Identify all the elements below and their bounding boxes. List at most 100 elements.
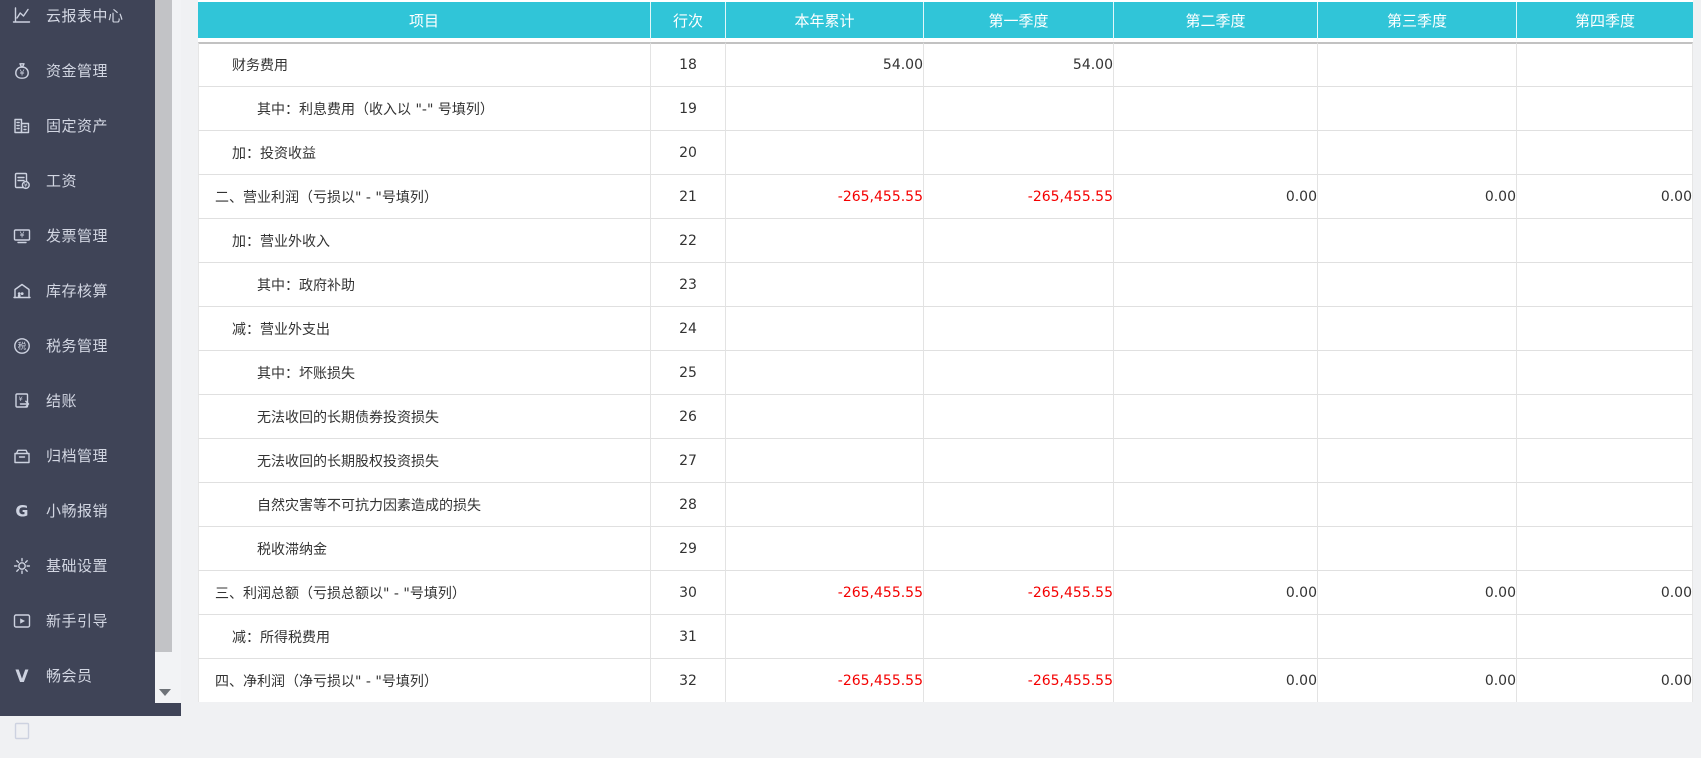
- table-row: 无法收回的长期股权投资损失 27: [198, 438, 1693, 482]
- sidebar-item-settings[interactable]: 基础设置: [0, 538, 155, 593]
- sidebar-item-invoices[interactable]: ¥ 发票管理: [0, 208, 155, 263]
- sidebar-item-funds[interactable]: ¥ 资金管理: [0, 43, 155, 98]
- cell-ytd: -265,455.55: [725, 570, 923, 614]
- row-item-label: 其中：政府补助: [198, 262, 650, 306]
- sidebar-item-fixed-assets[interactable]: 固定资产: [0, 98, 155, 153]
- row-line-no: 31: [650, 614, 725, 658]
- sidebar-item-membership[interactable]: V 畅会员: [0, 648, 155, 703]
- cell-q2: [1113, 394, 1317, 438]
- row-item-label: 其中：坏账损失: [198, 350, 650, 394]
- video-play-icon: [11, 610, 33, 632]
- cell-q2: [1113, 614, 1317, 658]
- sidebar-item-label: 小畅报销: [46, 502, 109, 520]
- cell-q1: [923, 350, 1113, 394]
- cell-q4: [1516, 218, 1693, 262]
- sidebar-item-inventory[interactable]: 库存核算: [0, 263, 155, 318]
- cell-q2: 0.00: [1113, 174, 1317, 218]
- row-line-no: 19: [650, 86, 725, 130]
- cell-q3: [1317, 526, 1516, 570]
- cell-ytd: [725, 614, 923, 658]
- gear-icon: [11, 555, 33, 577]
- table-row: 其中：利息费用（收入以 "-" 号填列） 19: [198, 86, 1693, 130]
- cell-q3: [1317, 394, 1516, 438]
- sidebar-item-cloud-reports[interactable]: 云报表中心: [0, 0, 155, 43]
- cell-ytd: [725, 482, 923, 526]
- cell-ytd: -265,455.55: [725, 658, 923, 702]
- sidebar-item-label: 工资: [46, 172, 78, 190]
- col-header-ytd: 本年累计: [725, 2, 923, 42]
- cell-q1: -265,455.55: [923, 570, 1113, 614]
- tax-coin-icon: 税: [11, 335, 33, 357]
- table-row: 无法收回的长期债券投资损失 26: [198, 394, 1693, 438]
- cell-q2: [1113, 306, 1317, 350]
- sidebar: 云报表中心 ¥ 资金管理 固定资产 ¥ 工资 ¥ 发票管理: [0, 0, 181, 739]
- sidebar-item-tax[interactable]: 税 税务管理: [0, 318, 155, 373]
- row-item-label: 其中：利息费用（收入以 "-" 号填列）: [198, 86, 650, 130]
- cell-ytd: [725, 394, 923, 438]
- cell-q2: [1113, 130, 1317, 174]
- cell-q4: [1516, 306, 1693, 350]
- svg-text:V: V: [15, 667, 29, 686]
- cell-q3: [1317, 438, 1516, 482]
- sidebar-item-label: 新手引导: [46, 612, 109, 630]
- cell-q3: [1317, 218, 1516, 262]
- col-header-item: 项目: [198, 2, 650, 42]
- scrollbar-down-arrow-icon[interactable]: [159, 689, 171, 696]
- table-row: 税收滞纳金 29: [198, 526, 1693, 570]
- cell-q2: [1113, 438, 1317, 482]
- svg-text:税: 税: [18, 341, 27, 352]
- cell-ytd: [725, 130, 923, 174]
- sidebar-item-guide[interactable]: 新手引导: [0, 593, 155, 648]
- cell-ytd: [725, 306, 923, 350]
- cell-q4: 0.00: [1516, 174, 1693, 218]
- sidebar-item-label: 云报表中心: [46, 7, 124, 25]
- row-item-label: 三、利润总额（亏损总额以" - "号填列）: [198, 570, 650, 614]
- cell-q2: [1113, 526, 1317, 570]
- cell-q3: [1317, 306, 1516, 350]
- col-header-q2: 第二季度: [1113, 2, 1317, 42]
- sidebar-item-reimbursement[interactable]: G 小畅报销: [0, 483, 155, 538]
- archive-box-icon: [11, 445, 33, 467]
- sidebar-scrollbar[interactable]: [155, 0, 181, 703]
- row-item-label: 二、营业利润（亏损以" - "号填列）: [198, 174, 650, 218]
- row-item-label: 无法收回的长期股权投资损失: [198, 438, 650, 482]
- row-line-no: 26: [650, 394, 725, 438]
- sidebar-item-archive[interactable]: 归档管理: [0, 428, 155, 483]
- cell-q1: [923, 526, 1113, 570]
- building-icon: [11, 115, 33, 137]
- cell-q3: [1317, 86, 1516, 130]
- svg-text:¥: ¥: [24, 182, 28, 189]
- cell-ytd: [725, 262, 923, 306]
- cell-q2: [1113, 218, 1317, 262]
- row-line-no: 24: [650, 306, 725, 350]
- cell-ytd: [725, 86, 923, 130]
- sidebar-item-label: 畅会员: [46, 667, 93, 685]
- cell-q1: [923, 262, 1113, 306]
- cell-q2: [1113, 86, 1317, 130]
- g-logo-icon: G: [11, 500, 33, 522]
- sidebar-item-label: 结账: [46, 392, 78, 410]
- sidebar-item-closing[interactable]: ¥ 结账: [0, 373, 155, 428]
- col-header-q4: 第四季度: [1516, 2, 1693, 42]
- row-item-label: 四、净利润（净亏损以" - "号填列）: [198, 658, 650, 702]
- col-header-line: 行次: [650, 2, 725, 42]
- row-line-no: 20: [650, 130, 725, 174]
- svg-text:¥: ¥: [19, 230, 24, 239]
- row-line-no: 32: [650, 658, 725, 702]
- sidebar-item-label: 归档管理: [46, 447, 109, 465]
- cell-ytd: -265,455.55: [725, 174, 923, 218]
- table-row: 加：营业外收入 22: [198, 218, 1693, 262]
- scrollbar-thumb[interactable]: [155, 0, 172, 652]
- closing-book-icon: ¥: [11, 390, 33, 412]
- row-item-label: 无法收回的长期债券投资损失: [198, 394, 650, 438]
- cell-q4: 0.00: [1516, 658, 1693, 702]
- cell-q1: -265,455.55: [923, 174, 1113, 218]
- col-header-q1: 第一季度: [923, 2, 1113, 42]
- row-line-no: 27: [650, 438, 725, 482]
- cell-q4: [1516, 42, 1693, 86]
- cell-ytd: 54.00: [725, 42, 923, 86]
- cell-q1: [923, 306, 1113, 350]
- sidebar-item-partial[interactable]: [0, 703, 155, 758]
- row-line-no: 30: [650, 570, 725, 614]
- sidebar-item-payroll[interactable]: ¥ 工资: [0, 153, 155, 208]
